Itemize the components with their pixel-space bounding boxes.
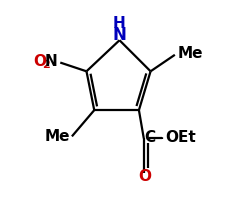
Text: N: N — [113, 26, 126, 44]
Text: Me: Me — [178, 46, 203, 61]
Text: —: — — [149, 131, 163, 145]
Text: 2: 2 — [42, 60, 49, 70]
Text: N: N — [45, 54, 57, 69]
Text: Me: Me — [44, 129, 70, 144]
Text: O: O — [138, 169, 151, 184]
Text: OEt: OEt — [165, 130, 196, 145]
Text: C: C — [145, 130, 156, 145]
Text: H: H — [113, 16, 126, 31]
Text: O: O — [33, 54, 46, 69]
